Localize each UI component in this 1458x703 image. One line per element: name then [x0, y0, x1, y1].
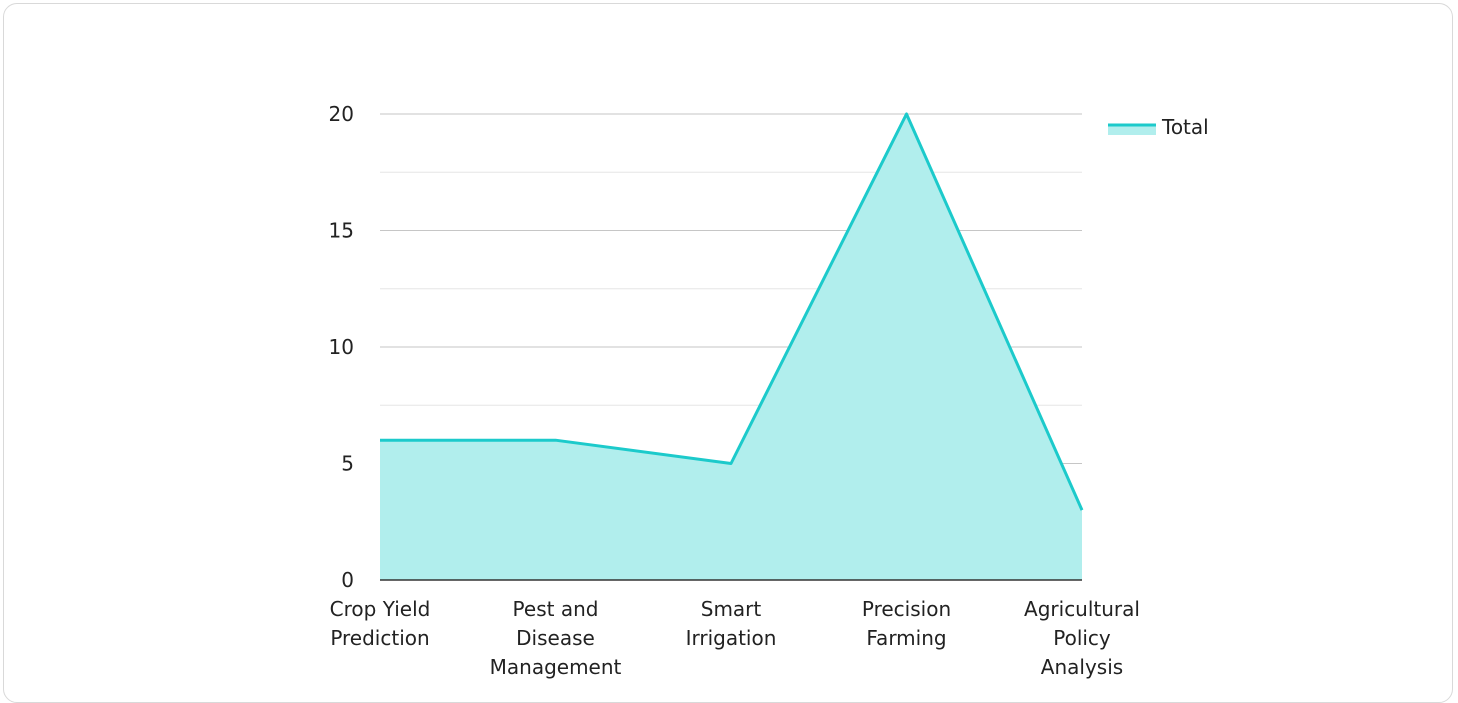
y-tick-labels: 0 5 10 15 20: [329, 102, 354, 592]
legend: Total: [1108, 115, 1209, 139]
legend-label-total: Total: [1161, 115, 1209, 139]
y-tick-label: 15: [329, 219, 354, 243]
y-tick-label: 20: [329, 102, 354, 126]
y-tick-label: 5: [341, 452, 354, 476]
y-tick-label: 0: [341, 568, 354, 592]
y-tick-label: 10: [329, 335, 354, 359]
